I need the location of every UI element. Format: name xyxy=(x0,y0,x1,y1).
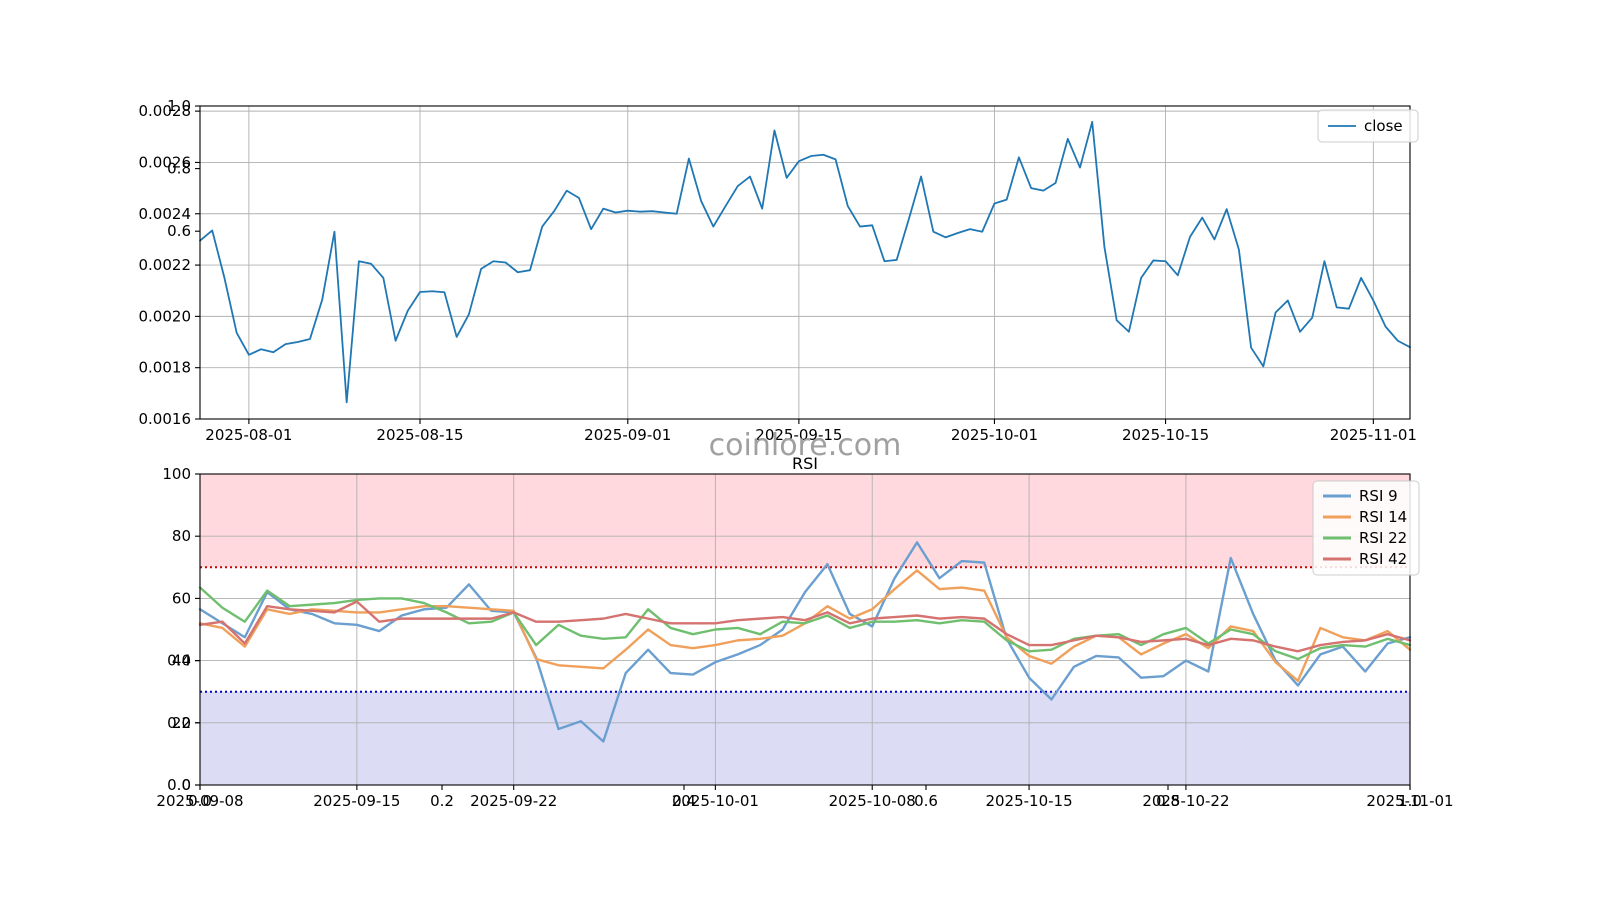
series-line-close xyxy=(199,121,1411,404)
rsi-secondary-x-tick-label: 0.8 xyxy=(1156,792,1180,810)
series-line-rsi-22 xyxy=(198,586,1412,661)
rsi-x-tick-label: 2025-11-01 xyxy=(1366,792,1453,810)
price-y-tick-label: 0.0020 xyxy=(139,307,192,325)
rsi-y-tick-label: 20 xyxy=(172,714,191,732)
rsi-secondary-x-axis-ticks: 0.0 0.2 0.4 0.6 0.8 1.0 xyxy=(188,785,1422,810)
price-x-tick-label: 2025-09-15 xyxy=(755,426,842,444)
rsi-secondary-x-tick-label: 0.6 xyxy=(914,792,938,810)
rsi-secondary-x-tick-label: 0.0 xyxy=(188,792,212,810)
rsi-y-axis-ticks: 0 20 40 60 80 100 xyxy=(162,465,200,794)
rsi-x-tick-label: 2025-09-15 xyxy=(313,792,400,810)
price-plot-background xyxy=(200,106,1410,419)
price-y-tick-label: 0.0016 xyxy=(139,410,192,428)
series-line-rsi-42 xyxy=(198,600,1412,653)
rsi-y-tick-label: 100 xyxy=(162,465,191,483)
price-series-lines xyxy=(199,121,1411,404)
price-x-tick-label: 2025-08-01 xyxy=(205,426,292,444)
price-y-tick-label: 0.0026 xyxy=(139,153,192,171)
rsi-y-tick-label: 40 xyxy=(172,652,191,670)
price-y-tick-label: 0.0028 xyxy=(139,102,192,120)
rsi-secondary-x-tick-label: 0.4 xyxy=(672,792,696,810)
rsi-x-tick-label: 2025-10-08 xyxy=(829,792,916,810)
rsi-gridlines xyxy=(200,474,1410,785)
price-axis-frame xyxy=(199,105,1411,420)
legend-label-rsi-22: RSI 22 xyxy=(1359,529,1407,547)
legend-background xyxy=(1312,480,1420,576)
rsi-secondary-x-tick-label: 1.0 xyxy=(1398,792,1422,810)
price-x-tick-label: 2025-10-15 xyxy=(1122,426,1209,444)
rsi-secondary-x-tick-label: 0.2 xyxy=(430,792,454,810)
rsi-axis-frame xyxy=(199,473,1411,786)
price-secondary-y-tick-label: 0.6 xyxy=(167,222,191,240)
legend-label-rsi-42: RSI 42 xyxy=(1359,550,1407,568)
price-x-tick-label: 2025-08-15 xyxy=(376,426,463,444)
price-panel: 0.0016 0.0018 0.0020 0.0022 0.0024 0.0026 0.00… xyxy=(139,97,1419,444)
rsi-x-tick-label: 2025-10-15 xyxy=(985,792,1072,810)
rsi-y-tick-label: 0 xyxy=(181,776,191,794)
rsi-secondary-y-tick-label: 0.4 xyxy=(167,652,191,670)
price-y-axis-ticks: 0.0016 0.0018 0.0020 0.0022 0.0024 0.0026 0.00… xyxy=(139,102,200,428)
rsi-legend[interactable]: RSI 9 RSI 14 RSI 22 RSI 42 xyxy=(1312,480,1420,576)
rsi-y-tick-label: 80 xyxy=(172,527,191,545)
rsi-x-tick-label: 2025-09-22 xyxy=(470,792,557,810)
rsi-x-tick-label: 2025-10-22 xyxy=(1142,792,1229,810)
rsi-threshold-lines xyxy=(200,566,1410,693)
rsi-secondary-y-tick-label: 0.2 xyxy=(167,714,191,732)
rsi-series-lines xyxy=(198,541,1412,743)
price-secondary-y-tick-label: 0.8 xyxy=(167,160,191,178)
rsi-x-axis-ticks: 2025-09-08 2025-09-15 2025-09-22 2025-10-01… xyxy=(156,785,1454,810)
rsi-y-tick-label: 60 xyxy=(172,589,191,607)
rsi-oversold-band xyxy=(200,691,1410,785)
rsi-x-tick-label: 2025-10-01 xyxy=(672,792,759,810)
series-line-rsi-9 xyxy=(198,541,1412,743)
rsi-x-tick-label: 2025-09-08 xyxy=(156,792,243,810)
plot-border xyxy=(199,105,1411,420)
legend-background xyxy=(1317,109,1419,143)
price-x-axis-ticks: 2025-08-01 2025-08-15 2025-09-01 2025-09-15… xyxy=(205,419,1417,444)
price-y-tick-label: 0.0024 xyxy=(139,205,192,223)
rsi-secondary-y-axis-ticks: 0.0 0.2 0.4 xyxy=(167,652,200,794)
rsi-secondary-y-tick-label: 0.0 xyxy=(167,776,191,794)
price-x-tick-label: 2025-11-01 xyxy=(1330,426,1417,444)
plot-border xyxy=(199,473,1411,786)
price-x-tick-label: 2025-09-01 xyxy=(584,426,671,444)
price-gridlines xyxy=(200,106,1410,419)
price-secondary-y-axis-ticks: 0.6 0.8 1.0 xyxy=(167,97,200,240)
rsi-overbought-band xyxy=(200,474,1410,568)
price-y-tick-label: 0.0022 xyxy=(139,256,192,274)
watermark-text: coinlore.com xyxy=(709,428,902,463)
price-y-tick-label: 0.0018 xyxy=(139,359,192,377)
legend-label-rsi-9: RSI 9 xyxy=(1359,487,1398,505)
price-legend[interactable]: close xyxy=(1317,109,1419,143)
rsi-panel-title: RSI xyxy=(792,454,818,473)
legend-label-rsi-14: RSI 14 xyxy=(1359,508,1407,526)
price-secondary-y-tick-label: 1.0 xyxy=(167,97,191,115)
legend-label-close: close xyxy=(1364,117,1403,135)
price-x-tick-label: 2025-10-01 xyxy=(951,426,1038,444)
